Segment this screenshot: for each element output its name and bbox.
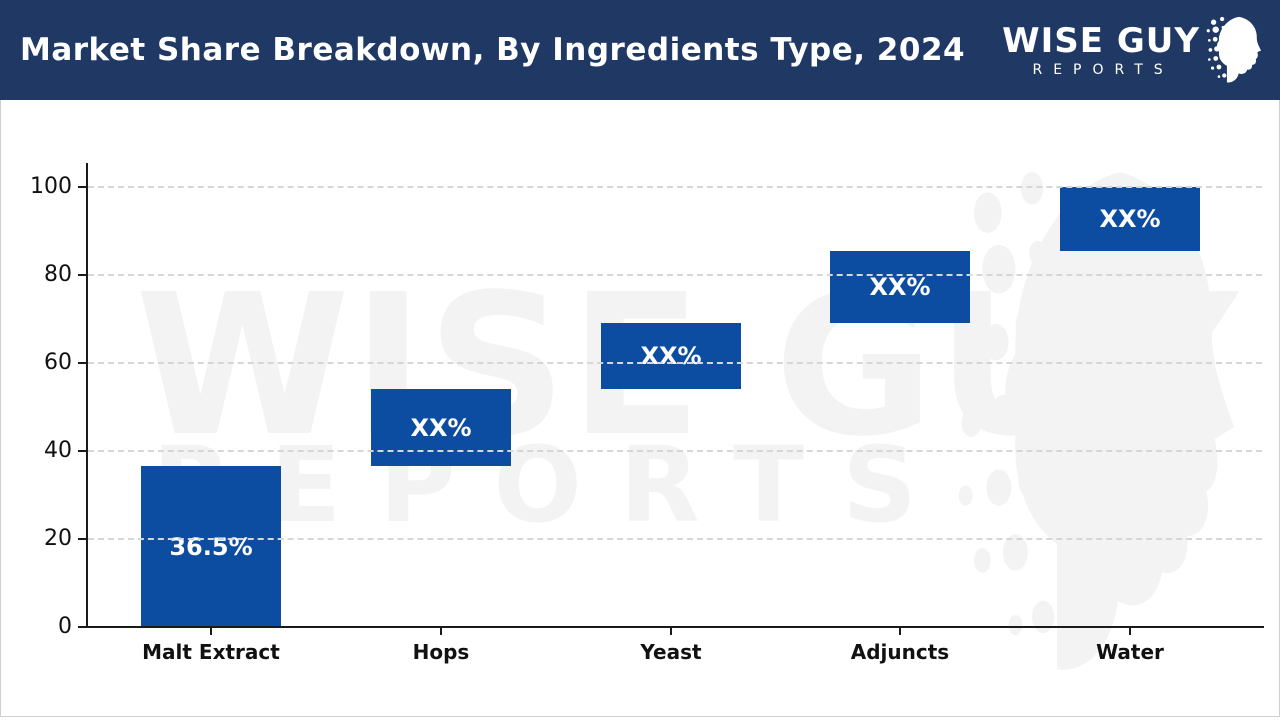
gridline-60 <box>88 362 1262 364</box>
y-tick-label: 40 <box>44 438 72 463</box>
x-tick <box>670 627 672 635</box>
bar-value-label: XX% <box>410 413 472 442</box>
gridline-20 <box>88 538 1262 540</box>
gridline-100 <box>88 186 1262 188</box>
y-tick-label: 100 <box>30 174 72 199</box>
bar-adjuncts: XX% <box>830 250 970 324</box>
bar-hops: XX% <box>371 389 511 467</box>
x-axis-category-label: Water <box>1096 640 1164 664</box>
wiseguy-logo: WISE GUY REPORTS <box>1002 8 1268 94</box>
y-tick <box>78 274 86 276</box>
bar-malt-extract: 36.5% <box>141 466 281 627</box>
bar-value-label: XX% <box>869 273 931 302</box>
x-axis-spine <box>86 626 1264 628</box>
x-axis-category-label: Hops <box>412 640 470 664</box>
bar-yeast: XX% <box>601 323 741 390</box>
wiseguy-logo-text: WISE GUY REPORTS <box>1002 20 1200 79</box>
x-axis-category-label: Yeast <box>640 640 702 664</box>
y-tick <box>78 626 86 628</box>
bar-value-label: XX% <box>640 342 702 371</box>
wiseguy-face-icon <box>1204 11 1268 91</box>
chart-title: Market Share Breakdown, By Ingredients T… <box>20 32 966 68</box>
y-tick <box>78 362 86 364</box>
y-tick-label: 60 <box>44 350 72 375</box>
x-axis-category-label: Adjuncts <box>850 640 950 664</box>
bar-water: XX% <box>1060 187 1200 251</box>
logo-subtext: REPORTS <box>1032 62 1174 79</box>
gridline-80 <box>88 274 1262 276</box>
logo-wordmark: WISE GUY <box>1002 20 1200 61</box>
x-tick <box>1129 627 1131 635</box>
header-bar: Market Share Breakdown, By Ingredients T… <box>0 0 1280 100</box>
x-tick <box>899 627 901 635</box>
y-tick-label: 80 <box>44 262 72 287</box>
x-tick <box>440 627 442 635</box>
y-tick-label: 0 <box>58 614 72 639</box>
bar-value-label: XX% <box>1099 204 1161 233</box>
x-axis-category-label: Malt Extract <box>142 640 280 664</box>
y-axis-spine <box>86 163 88 628</box>
bar-value-label: 36.5% <box>169 532 253 561</box>
y-tick-label: 20 <box>44 526 72 551</box>
y-tick <box>78 538 86 540</box>
x-tick <box>210 627 212 635</box>
y-tick <box>78 186 86 188</box>
gridline-40 <box>88 450 1262 452</box>
y-tick <box>78 450 86 452</box>
